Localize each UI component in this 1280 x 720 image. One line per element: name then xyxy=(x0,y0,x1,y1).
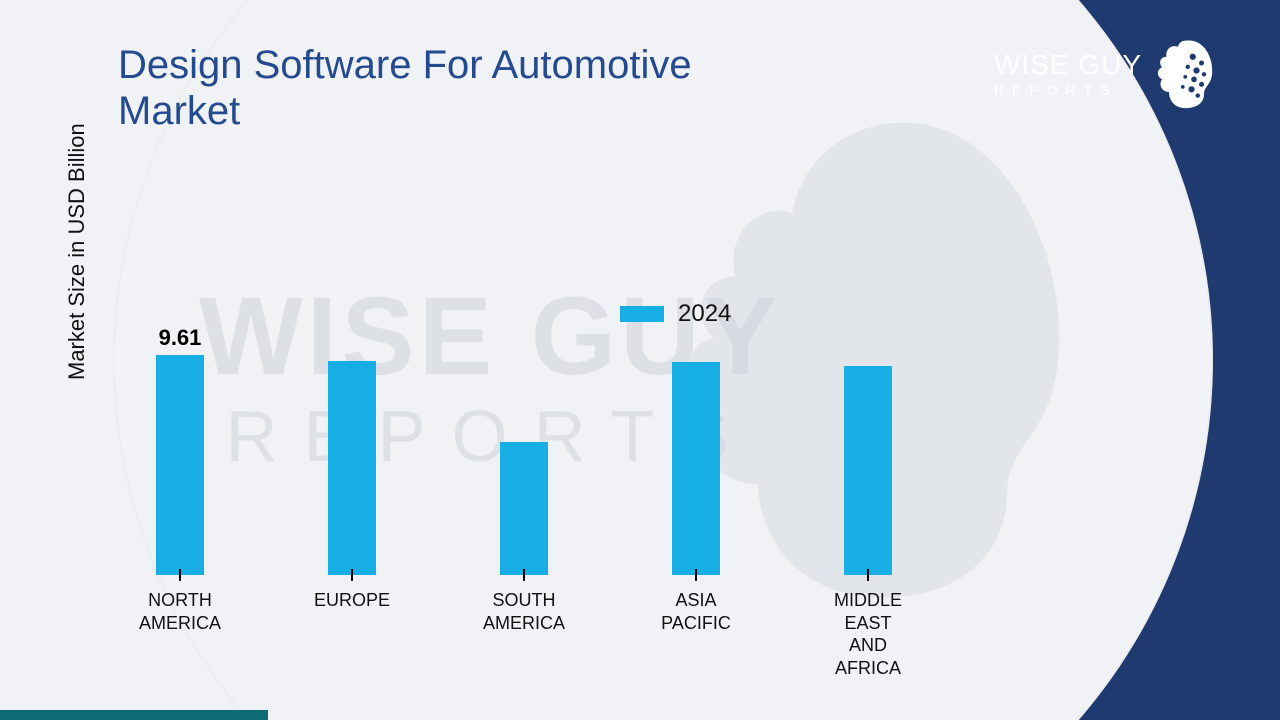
bottom-accent-bar xyxy=(0,710,268,720)
bar-slot: EUROPE xyxy=(328,361,376,575)
brand-line1: WISE GUY xyxy=(994,51,1142,79)
x-axis-label: MIDDLE EAST AND AFRICA xyxy=(788,589,948,679)
bar xyxy=(328,361,376,575)
legend-label: 2024 xyxy=(678,300,731,328)
x-axis-label: ASIA PACIFIC xyxy=(616,589,776,634)
bar-slot: SOUTH AMERICA xyxy=(500,442,548,575)
x-tick xyxy=(695,569,697,581)
chart-title: Design Software For Automotive Market xyxy=(118,42,748,134)
x-tick xyxy=(523,569,525,581)
bar xyxy=(672,362,720,575)
brand-logo-text: WISE GUY REPORTS xyxy=(994,51,1142,97)
x-axis-label: NORTH AMERICA xyxy=(100,589,260,634)
y-axis-label: Market Size in USD Billion xyxy=(64,123,90,380)
bar-slot: ASIA PACIFIC xyxy=(672,362,720,575)
brand-line2: REPORTS xyxy=(994,83,1142,97)
bar-chart: 9.61NORTH AMERICA EUROPE SOUTH AMERICA ASIA… xyxy=(118,335,938,575)
x-tick xyxy=(179,569,181,581)
x-axis-label: SOUTH AMERICA xyxy=(444,589,604,634)
bar xyxy=(844,366,892,575)
bar-value-label: 9.61 xyxy=(159,325,202,351)
brand-head-icon xyxy=(1152,38,1216,110)
x-tick xyxy=(351,569,353,581)
x-tick xyxy=(867,569,869,581)
bar-slot: MIDDLE EAST AND AFRICA xyxy=(844,366,892,575)
bar-slot: 9.61NORTH AMERICA xyxy=(156,355,204,575)
legend-swatch xyxy=(620,306,664,322)
brand-logo: WISE GUY REPORTS xyxy=(994,34,1234,114)
x-axis-label: EUROPE xyxy=(272,589,432,612)
chart-legend: 2024 xyxy=(620,300,731,328)
chart-canvas: WISE GUY REPORTS Design Software For Aut… xyxy=(0,0,1280,720)
bar xyxy=(156,355,204,575)
bar xyxy=(500,442,548,575)
